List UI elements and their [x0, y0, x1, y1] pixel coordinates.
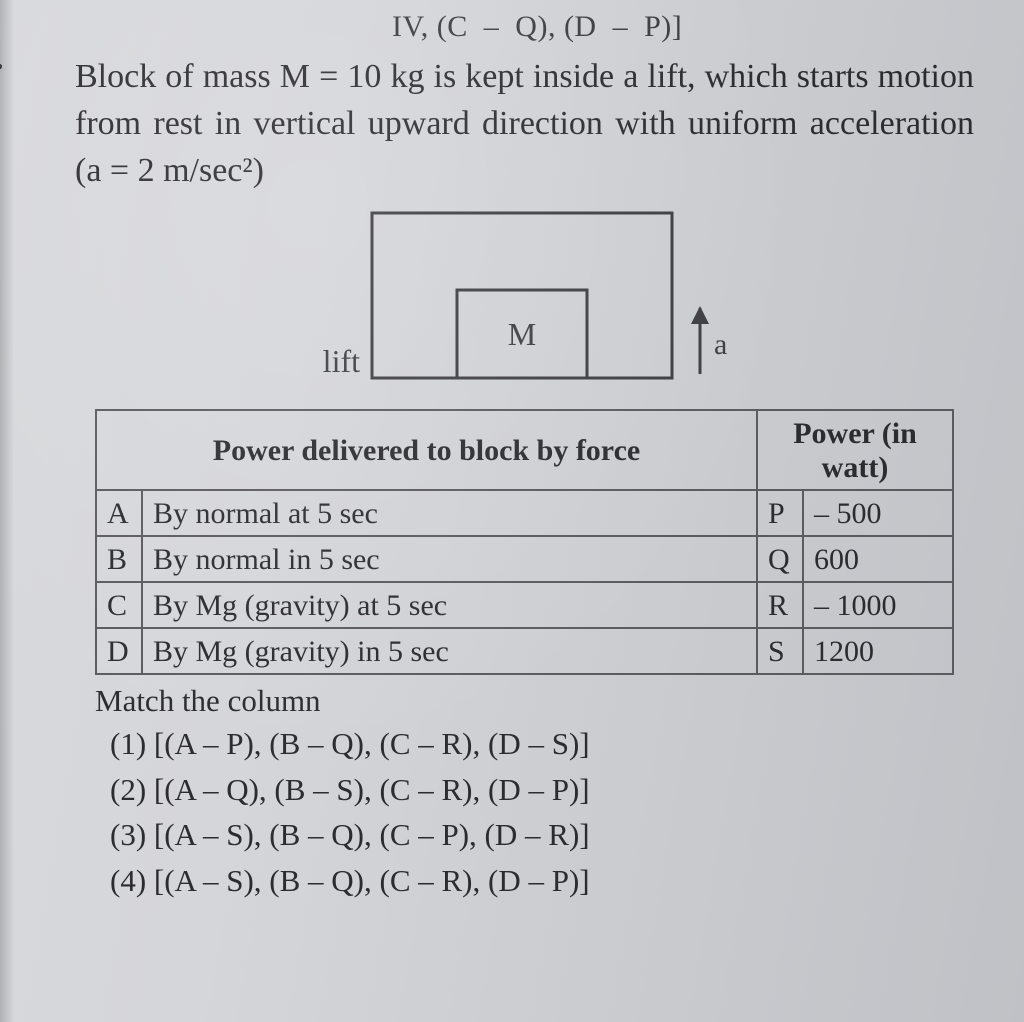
row-pcode: Q	[757, 536, 803, 582]
row-desc: By Mg (gravity) in 5 sec	[142, 628, 757, 674]
row-code: B	[96, 536, 142, 582]
table-row: DBy Mg (gravity) in 5 secS1200	[96, 628, 953, 674]
svg-text:M: M	[508, 316, 536, 352]
row-pcode: P	[757, 490, 803, 536]
table-head-left: Power delivered to block by force	[96, 410, 757, 490]
table-head-right: Power (in watt)	[757, 410, 953, 490]
table-row: CBy Mg (gravity) at 5 secR– 1000	[96, 582, 953, 628]
svg-text:lift: lift	[323, 343, 360, 379]
row-code: D	[96, 628, 142, 674]
options-list: (1) [(A – P), (B – Q), (C – R), (D – S)]…	[110, 721, 994, 905]
lift-diagram: Mlift a	[40, 203, 994, 393]
row-pval: – 500	[803, 490, 953, 536]
page-shadow	[0, 0, 14, 1022]
row-pval: 600	[803, 536, 953, 582]
match-table: Power delivered to block by force Power …	[95, 409, 954, 675]
cutoff-previous-line: IV, (C – Q), (D – P)]	[160, 10, 994, 44]
svg-text:a: a	[714, 328, 727, 361]
row-pval: – 1000	[803, 582, 953, 628]
option-line: (1) [(A – P), (B – Q), (C – R), (D – S)]	[110, 721, 994, 767]
row-pcode: R	[757, 582, 803, 628]
lift-svg: Mlift a	[277, 203, 757, 393]
row-pcode: S	[757, 628, 803, 674]
option-line: (2) [(A – Q), (B – S), (C – R), (D – P)]	[110, 767, 994, 813]
row-desc: By Mg (gravity) at 5 sec	[142, 582, 757, 628]
table-row: BBy normal in 5 secQ600	[96, 536, 953, 582]
row-desc: By normal at 5 sec	[142, 490, 757, 536]
match-label: Match the column	[95, 683, 994, 719]
match-table-wrap: Power delivered to block by force Power …	[95, 409, 954, 675]
option-line: (4) [(A – S), (B – Q), (C – R), (D – P)]	[110, 858, 994, 904]
row-code: A	[96, 490, 142, 536]
row-code: C	[96, 582, 142, 628]
option-line: (3) [(A – S), (B – Q), (C – P), (D – R)]	[110, 812, 994, 858]
row-pval: 1200	[803, 628, 953, 674]
row-desc: By normal in 5 sec	[142, 536, 757, 582]
table-row: ABy normal at 5 secP– 500	[96, 490, 953, 536]
question-number: .	[0, 40, 4, 78]
question-text: Block of mass M = 10 kg is kept inside a…	[75, 54, 974, 195]
